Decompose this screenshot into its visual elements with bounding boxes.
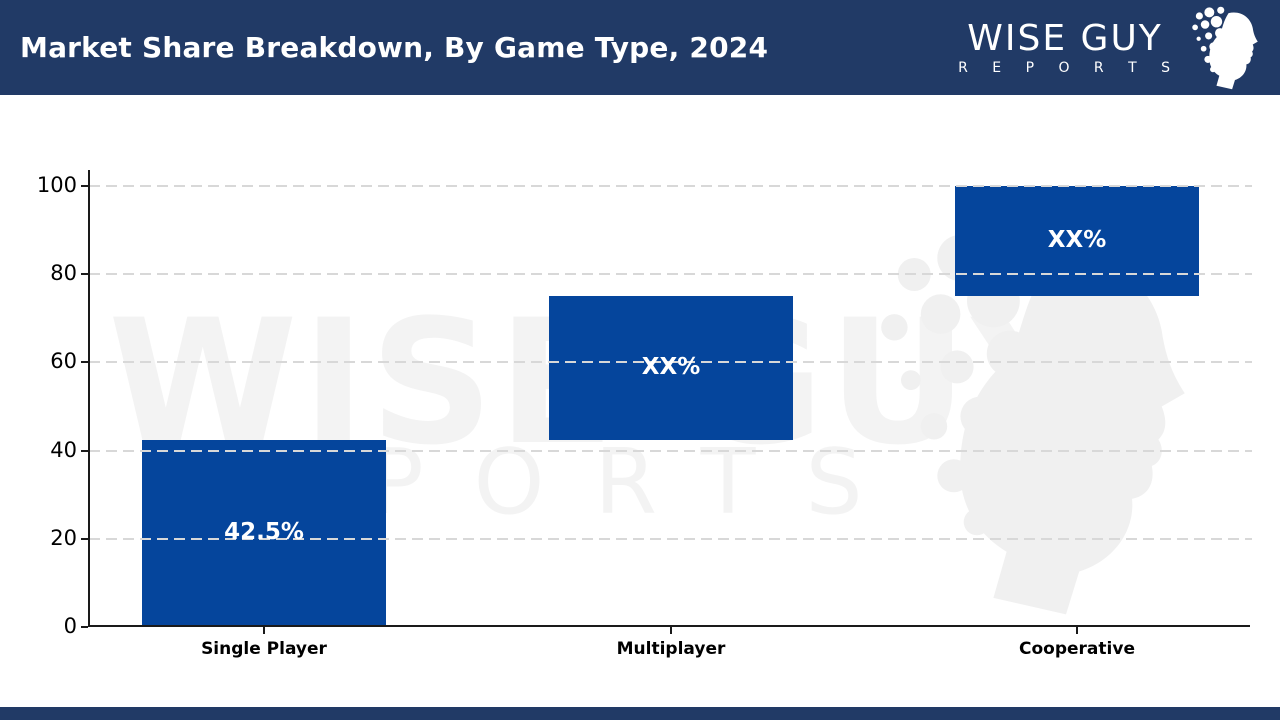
- x-tick-3: [1076, 627, 1078, 634]
- gridline-y-80: [89, 273, 1252, 276]
- header-bar: Market Share Breakdown, By Game Type, 20…: [0, 0, 1280, 95]
- bar-value-label: XX%: [1047, 227, 1107, 254]
- gridline-y-60: [89, 361, 1252, 364]
- footer-bar: [0, 707, 1280, 720]
- y-tick-60: [81, 361, 88, 364]
- y-tick-label-80: 80: [50, 261, 77, 286]
- x-tick-2: [670, 627, 672, 634]
- bar-cooperative: [955, 186, 1199, 297]
- x-tick-1: [263, 627, 265, 634]
- x-category-label: Multiplayer: [616, 639, 726, 659]
- y-tick-label-40: 40: [50, 437, 77, 462]
- gridline-y-20: [89, 537, 1252, 540]
- y-tick-40: [81, 449, 88, 452]
- y-tick-0: [81, 626, 88, 628]
- logo-text: WISE GUY R E P O R T S: [950, 20, 1180, 76]
- bar-single-player: [142, 439, 386, 627]
- y-tick-label-60: 60: [50, 349, 77, 374]
- logo-subtitle: R E P O R T S: [958, 59, 1180, 76]
- x-category-label: Cooperative: [1019, 639, 1135, 659]
- logo-head-icon: [1192, 6, 1258, 90]
- y-tick-label-100: 100: [36, 173, 77, 197]
- gridline-y-40: [89, 449, 1252, 452]
- page-title: Market Share Breakdown, By Game Type, 20…: [20, 31, 769, 64]
- y-tick-100: [81, 185, 88, 187]
- wise-guy-reports-logo: WISE GUY R E P O R T S: [950, 6, 1266, 90]
- x-axis-line: [88, 625, 1250, 627]
- bar-multiplayer: [549, 296, 793, 440]
- y-tick-label-0: 0: [63, 614, 77, 638]
- y-tick-label-20: 20: [50, 525, 77, 550]
- x-category-label: Single Player: [201, 639, 327, 659]
- y-tick-20: [81, 537, 88, 540]
- y-axis-line: [88, 170, 90, 627]
- bar-value-label: 42.5%: [224, 519, 304, 546]
- logo-wordmark: WISE GUY: [967, 18, 1163, 60]
- bar-value-label: XX%: [641, 353, 701, 380]
- gridline-y-100: [89, 185, 1252, 187]
- y-tick-80: [81, 273, 88, 276]
